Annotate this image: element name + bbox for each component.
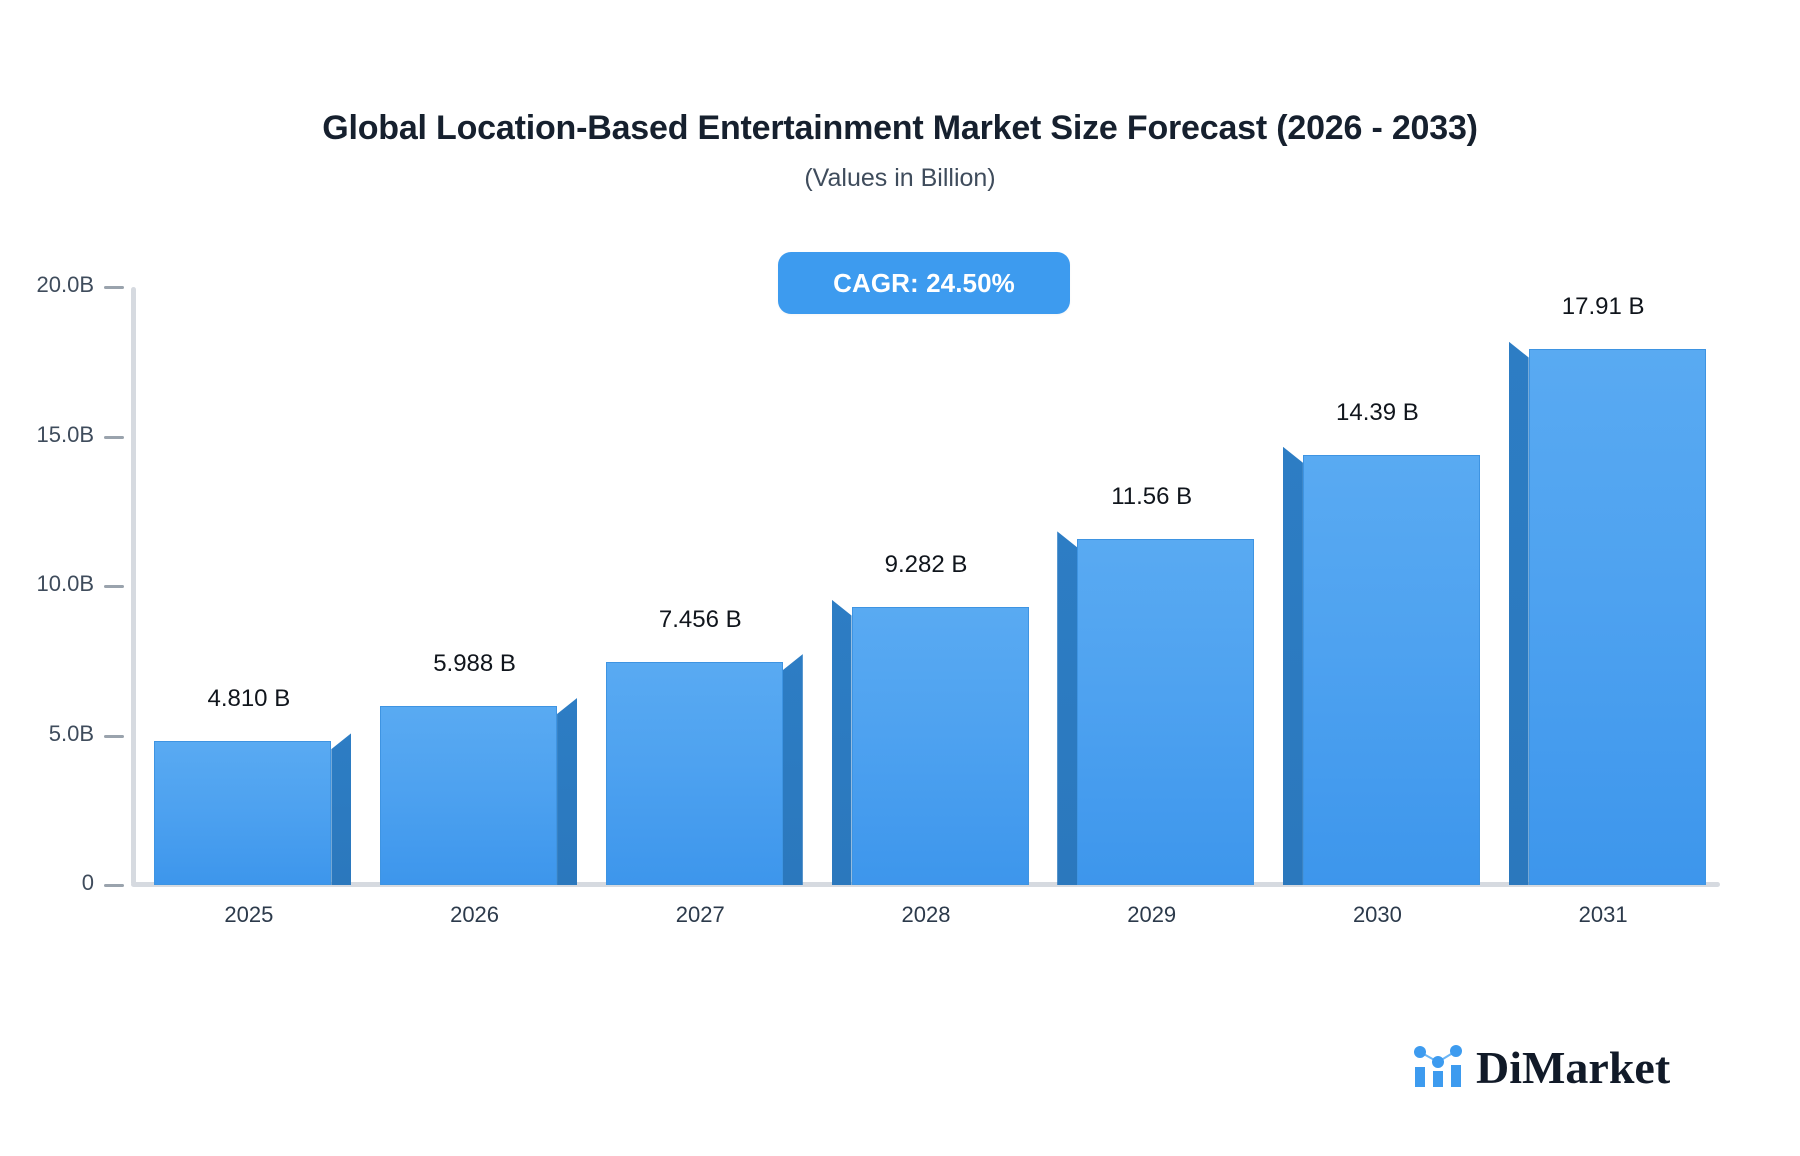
- x-axis-tick-label: 2027: [675, 902, 725, 927]
- bar-2028[interactable]: [831, 591, 1029, 885]
- bar-2025[interactable]: [154, 725, 352, 885]
- bar-front-face: [1528, 349, 1706, 885]
- y-axis-tick-label: 15.0B: [36, 421, 95, 447]
- y-axis-tick-label: 0: [81, 870, 94, 895]
- x-axis-tick-label: 2030: [1352, 902, 1402, 927]
- bar-2026[interactable]: [380, 690, 578, 885]
- bar-front-face: [851, 607, 1029, 885]
- bar-side-face: [557, 697, 578, 885]
- bar-value-label: 5.988 B: [433, 649, 516, 677]
- page-title: Global Location-Based Entertainment Mark…: [322, 109, 1478, 147]
- y-axis-tick: [104, 435, 124, 439]
- bar-2031[interactable]: [1508, 333, 1706, 885]
- y-axis-line: [131, 287, 136, 885]
- bar-2030[interactable]: [1282, 439, 1480, 885]
- chart-header: Global Location-Based Entertainment Mark…: [0, 108, 1800, 193]
- bar-side-face: [831, 599, 852, 885]
- bar-value-label: 9.282 B: [884, 551, 968, 579]
- x-axis-tick-label: 2025: [224, 902, 274, 927]
- x-axis-tick-label: 2031: [1578, 902, 1628, 927]
- y-axis-tick-label: 20.0B: [36, 272, 95, 297]
- bar-value-label: 7.456 B: [658, 606, 742, 634]
- bar-front-face: [154, 741, 332, 885]
- brand-logo: DiMarket: [1412, 1040, 1670, 1095]
- y-axis-tick-label: 10.0B: [36, 571, 95, 596]
- bar-value-label: 4.810 B: [207, 685, 291, 713]
- bar-side-face: [782, 654, 803, 885]
- bar-chart-logo-icon: [1412, 1040, 1464, 1095]
- bar-value-label: 17.91 B: [1561, 293, 1645, 321]
- bar-front-face: [380, 705, 558, 885]
- y-axis-tick: [104, 734, 124, 738]
- bar-front-face: [1302, 454, 1480, 885]
- bar-front-face: [605, 662, 783, 885]
- bar-value-label: 14.39 B: [1336, 398, 1419, 426]
- y-axis-tick: [104, 884, 124, 887]
- x-axis-tick-label: 2028: [901, 902, 951, 927]
- bar-side-face: [1057, 531, 1078, 885]
- bar-value-label: 11.56 B: [1111, 483, 1193, 511]
- x-axis-tick-label: 2029: [1127, 902, 1177, 927]
- y-axis-tick: [104, 585, 124, 588]
- chart-subtitle: (Values in Billion): [804, 163, 996, 192]
- bar-side-face: [1508, 341, 1529, 885]
- bar-2029[interactable]: [1057, 523, 1255, 885]
- y-axis-tick-label: 5.0B: [48, 720, 94, 746]
- y-axis-tick: [104, 286, 124, 289]
- brand-name: DiMarket: [1476, 1041, 1671, 1093]
- x-axis-tick-label: 2026: [450, 902, 500, 927]
- bar-front-face: [1077, 539, 1255, 885]
- bar-2027[interactable]: [605, 646, 803, 885]
- bar-side-face: [1282, 446, 1303, 885]
- cagr-badge: CAGR: 24.50%: [778, 252, 1070, 314]
- bar-side-face: [331, 733, 352, 885]
